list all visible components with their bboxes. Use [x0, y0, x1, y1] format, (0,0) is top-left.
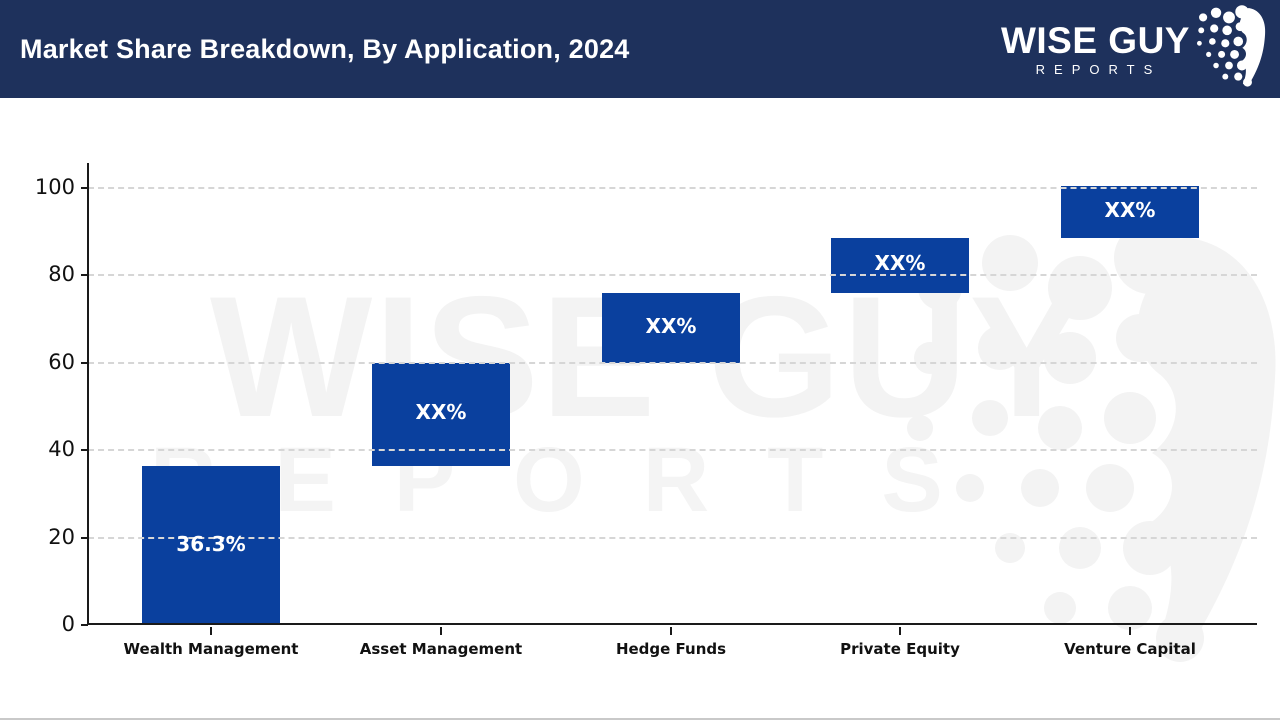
x-category-label: Asset Management — [359, 640, 523, 658]
y-tick-60 — [81, 361, 88, 364]
header-banner: Market Share Breakdown, By Application, … — [0, 0, 1280, 98]
x-tick-0 — [210, 627, 212, 635]
y-tick-label: 0 — [61, 612, 75, 636]
gridline-100 — [88, 186, 1257, 189]
gridline-60 — [88, 361, 1257, 364]
y-tick-20 — [81, 536, 88, 539]
chart-title: Market Share Breakdown, By Application, … — [20, 33, 630, 64]
wise-guy-reports-logo: WISE GUY REPORTS — [1001, 5, 1266, 93]
y-tick-80 — [81, 274, 88, 276]
y-tick-label: 100 — [34, 174, 75, 199]
logo-line1: WISE GUY — [1000, 19, 1190, 61]
watermark-reports: REPORTS — [150, 429, 1001, 531]
x-tick-4 — [1129, 627, 1131, 635]
bar-segment-4 — [1061, 186, 1199, 239]
y-tick-label: 80 — [48, 262, 75, 286]
bar-value-label: XX% — [874, 251, 926, 276]
x-tick-1 — [440, 627, 442, 635]
x-category-label: Venture Capital — [1064, 640, 1196, 658]
logo-wordmark: WISE GUY REPORTS — [1001, 22, 1190, 77]
chart-plot-area: WISE GUY REPORTS 0 20 40 60 80 100 36.3% Wealth… — [0, 98, 1280, 718]
x-tick-3 — [899, 627, 901, 635]
logo-line2: REPORTS — [1035, 61, 1162, 77]
dotted-face-icon — [1192, 5, 1266, 93]
bar-segment-3 — [831, 238, 969, 293]
gridline-40 — [88, 449, 1257, 451]
y-tick-label: 40 — [48, 437, 75, 461]
watermark-face-icon — [880, 188, 1280, 712]
gridline-80 — [88, 274, 1257, 276]
x-category-label: Wealth Management — [123, 640, 299, 658]
bar-value-label: XX% — [415, 400, 467, 425]
bar-value-label: XX% — [645, 313, 697, 338]
y-tick-40 — [81, 449, 88, 451]
bar-segment-0 — [142, 466, 280, 625]
bar-value-label: 36.3% — [176, 531, 246, 556]
x-tick-2 — [670, 627, 672, 635]
y-tick-100 — [81, 186, 88, 189]
x-axis-line — [87, 623, 1257, 625]
bar-segment-2 — [602, 292, 740, 363]
x-category-label: Private Equity — [840, 640, 960, 658]
x-category-label: Hedge Funds — [615, 640, 727, 658]
y-tick-label: 60 — [48, 349, 75, 374]
y-axis-line — [87, 163, 89, 625]
y-tick-0 — [81, 624, 88, 626]
gridline-20 — [88, 536, 1257, 539]
bar-segment-1 — [372, 362, 510, 467]
y-tick-label: 20 — [48, 524, 75, 549]
bar-value-label: XX% — [1104, 198, 1156, 223]
